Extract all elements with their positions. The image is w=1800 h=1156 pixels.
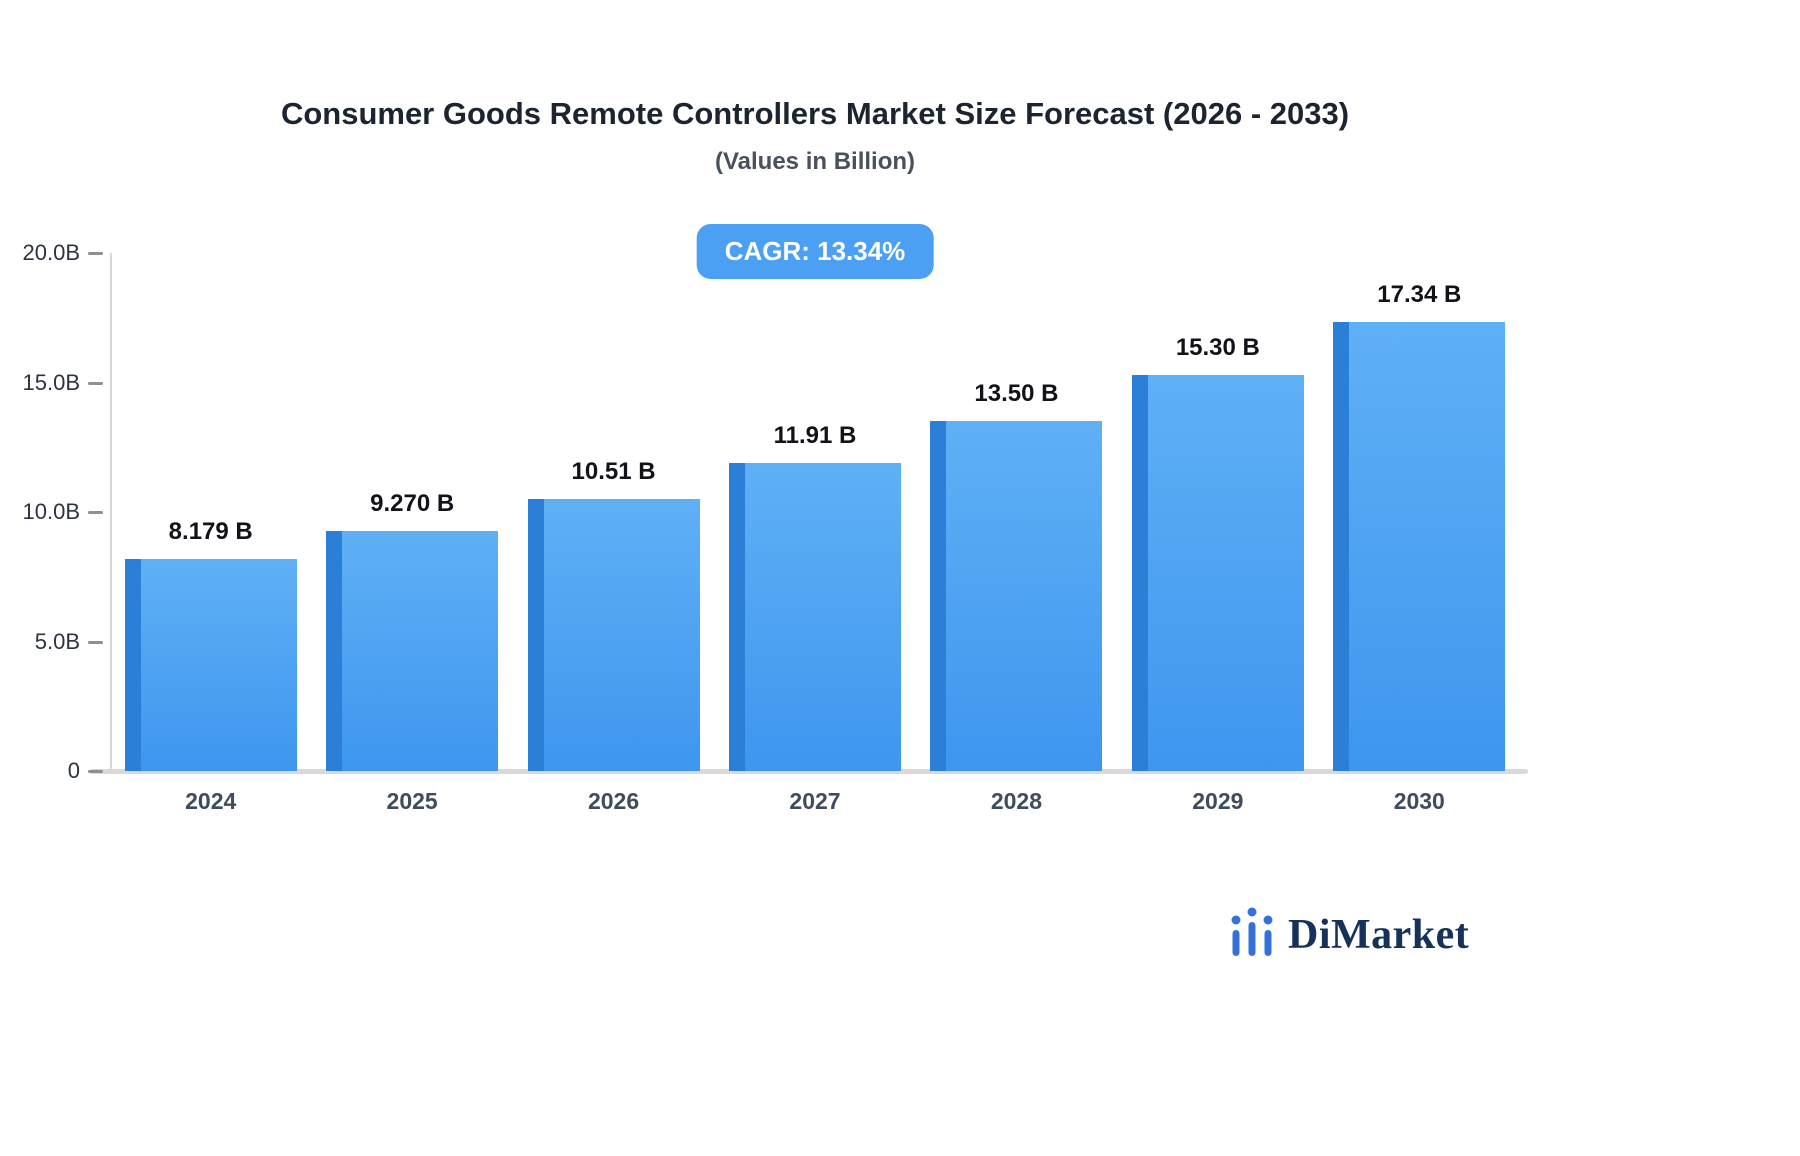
x-axis-label-2027: 2027 (789, 788, 841, 814)
bar-side-face (930, 421, 947, 771)
dimarket-logo-text: DiMarket (1288, 911, 1470, 958)
y-axis-tick-mark (88, 640, 103, 644)
bar-2030 (1333, 321, 1506, 771)
y-axis-line (110, 253, 112, 771)
x-axis-label-2028: 2028 (990, 788, 1042, 814)
y-axis-tick-mark (88, 381, 103, 385)
bar-2025 (326, 530, 499, 771)
bar-side-face (124, 559, 141, 771)
bar-side-face (1131, 374, 1148, 771)
y-axis-tick-mark (88, 252, 103, 255)
bar-side-face (1333, 321, 1350, 771)
bar-front-face (140, 559, 297, 771)
dimarket-logo-icon (1228, 906, 1276, 963)
bar-front-face (1349, 321, 1506, 771)
bar-front-face (946, 421, 1103, 771)
x-axis-label-2024: 2024 (185, 788, 237, 814)
bar-front-face (342, 530, 499, 771)
y-axis-tick-label: 5.0B (34, 628, 80, 654)
bar-2027 (729, 462, 901, 771)
bar-2029 (1131, 374, 1304, 771)
y-axis-tick-mark (88, 770, 103, 773)
bar-value-label: 10.51 B (571, 457, 656, 485)
bar-2024 (124, 559, 297, 771)
dimarket-logo: DiMarket (1228, 906, 1469, 963)
bar-front-face (543, 498, 700, 771)
chart-subtitle: (Values in Billion) (714, 148, 916, 175)
cagr-badge: CAGR: 13.34% (696, 224, 934, 279)
bar-side-face (729, 462, 745, 771)
bar-2028 (930, 421, 1103, 771)
bar-value-label: 13.50 B (974, 380, 1059, 408)
x-axis-label-2030: 2030 (1393, 788, 1445, 814)
bar-value-label: 9.270 B (370, 489, 455, 517)
bar-value-label: 8.179 B (168, 518, 253, 546)
bar-value-label: 17.34 B (1377, 280, 1462, 308)
y-axis-tick-label: 10.0B (22, 499, 81, 524)
y-axis-tick-label: 15.0B (22, 369, 81, 395)
chart-title: Consumer Goods Remote Controllers Market… (280, 96, 1350, 131)
x-axis-label-2025: 2025 (386, 788, 438, 814)
bar-value-label: 15.30 B (1175, 333, 1260, 361)
y-axis-tick-label: 20.0B (22, 240, 81, 265)
bar-front-face (1147, 374, 1304, 771)
x-axis-baseline (90, 769, 1528, 774)
y-axis-tick-mark (88, 511, 103, 514)
bar-side-face (326, 530, 343, 771)
bar-value-label: 11.91 B (773, 421, 857, 449)
bar-side-face (527, 498, 544, 771)
y-axis-tick-label: 0 (67, 758, 80, 783)
bar-2026 (527, 498, 700, 771)
x-axis-label-2029: 2029 (1192, 788, 1244, 814)
bar-front-face (745, 462, 901, 771)
x-axis-label-2026: 2026 (587, 788, 640, 814)
